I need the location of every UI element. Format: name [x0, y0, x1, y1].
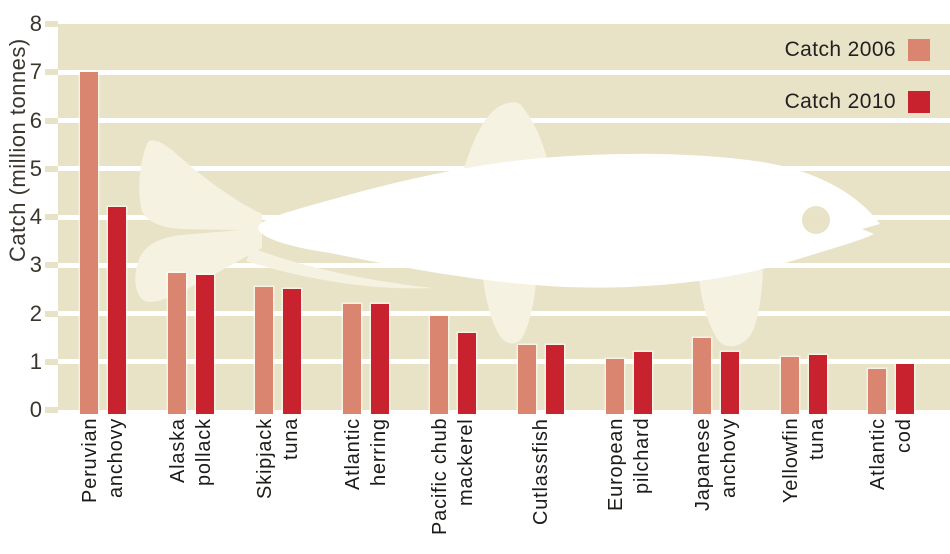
x-label-alaska-pollack: Alaska pollack	[146, 418, 236, 554]
bar-2010-european-pilchard	[633, 352, 652, 414]
x-label-text: Yellowfin tuna	[779, 418, 828, 504]
gridline-1	[58, 359, 950, 365]
legend-item-catch-2010: Catch 2010	[785, 90, 930, 114]
bar-2006-atlantic-cod	[868, 369, 887, 414]
y-tick-label-8: 8	[29, 11, 42, 36]
x-label-text: Japanese anchovy	[692, 418, 741, 512]
bar-2006-yellowfin-tuna	[780, 356, 799, 414]
fish-dorsal-fin	[462, 102, 550, 175]
legend-swatch	[908, 39, 930, 61]
legend-label: Catch 2010	[784, 90, 896, 113]
y-tick-label-5: 5	[29, 155, 42, 181]
y-tick-mark-3	[45, 262, 58, 269]
y-tick-label-3: 3	[29, 252, 42, 278]
y-tick-mark-8	[45, 21, 58, 27]
x-label-japanese-anchovy: Japanese anchovy	[671, 418, 761, 554]
bar-2010-yellowfin-tuna	[808, 354, 827, 414]
y-tick-mark-6	[45, 117, 58, 124]
y-tick-label-7: 7	[29, 59, 42, 85]
fish-body	[258, 153, 880, 288]
bar-2006-skipjack-tuna	[255, 286, 274, 414]
y-tick-mark-1	[45, 358, 58, 365]
x-label-atlantic-herring: Atlantic herring	[321, 418, 411, 554]
x-label-yellowfin-tuna: Yellowfin tuna	[759, 418, 849, 554]
bar-2006-peruvian-anchovy	[80, 72, 98, 414]
x-label-text: Pacific chub mackerel	[429, 418, 478, 536]
fish-anal-fin	[698, 268, 763, 347]
y-tick-mark-7	[45, 69, 58, 76]
y-tick-label-1: 1	[29, 348, 42, 374]
bar-2010-skipjack-tuna	[283, 289, 302, 414]
x-label-text: Peruvian anchovy	[79, 418, 127, 504]
y-tick-label-2: 2	[29, 300, 42, 326]
y-tick-label-4: 4	[29, 204, 42, 229]
bar-2010-atlantic-herring	[370, 303, 389, 414]
bar-2006-european-pilchard	[605, 359, 624, 414]
bar-2010-peruvian-anchovy	[108, 207, 126, 414]
y-axis-title: Catch (million tonnes)	[5, 38, 30, 262]
y-tick-mark-2	[45, 310, 58, 317]
fish-tail-fin	[135, 140, 262, 302]
x-label-cutlassfish: Cutlassfish	[496, 418, 586, 554]
x-label-skipjack-tuna: Skipjack tuna	[233, 418, 323, 554]
fish-pelvic-fin	[483, 278, 536, 344]
x-label-text: Atlantic herring	[341, 418, 390, 490]
fish-silhouette	[135, 102, 880, 347]
bar-2010-atlantic-cod	[896, 364, 915, 414]
x-label-text: Skipjack tuna	[254, 418, 303, 499]
bar-2006-japanese-anchovy	[693, 337, 712, 414]
x-label-atlantic-cod: Atlantic cod	[846, 418, 936, 554]
bar-2006-alaska-pollack	[167, 272, 186, 414]
gridline-7	[58, 69, 950, 75]
bar-2006-pacific-chub-mackerel	[430, 315, 449, 414]
x-label-pacific-chub-mackerel: Pacific chub mackerel	[408, 418, 498, 554]
bar-2010-pacific-chub-mackerel	[458, 332, 477, 414]
fish-underbelly-fin	[246, 248, 432, 289]
x-label-peruvian-anchovy: Peruvian anchovy	[58, 418, 148, 554]
x-label-text: Atlantic cod	[867, 418, 916, 490]
y-tick-mark-0	[45, 407, 58, 413]
y-tick-mark-4	[45, 214, 58, 220]
y-tick-label-0: 0	[29, 397, 42, 422]
fish-eye	[802, 206, 830, 234]
bar-2010-japanese-anchovy	[721, 352, 740, 414]
legend-swatch	[908, 91, 930, 113]
bar-2010-alaska-pollack	[195, 274, 214, 414]
bar-2010-cutlassfish	[546, 344, 564, 414]
plot-area: Catch 2006 Catch 2010	[58, 24, 950, 414]
legend-label: Catch 2006	[784, 38, 896, 61]
legend-item-catch-2006: Catch 2006	[785, 38, 930, 62]
bar-2006-atlantic-herring	[342, 303, 361, 414]
x-label-european-pilchard: European pilchard	[584, 418, 674, 554]
bar-2006-cutlassfish	[518, 344, 536, 414]
x-label-text: European pilchard	[604, 418, 653, 512]
x-label-text: Cutlassfish	[530, 418, 552, 525]
y-tick-label-6: 6	[29, 107, 42, 133]
x-label-text: Alaska pollack	[166, 418, 215, 486]
y-tick-mark-5	[45, 165, 58, 172]
